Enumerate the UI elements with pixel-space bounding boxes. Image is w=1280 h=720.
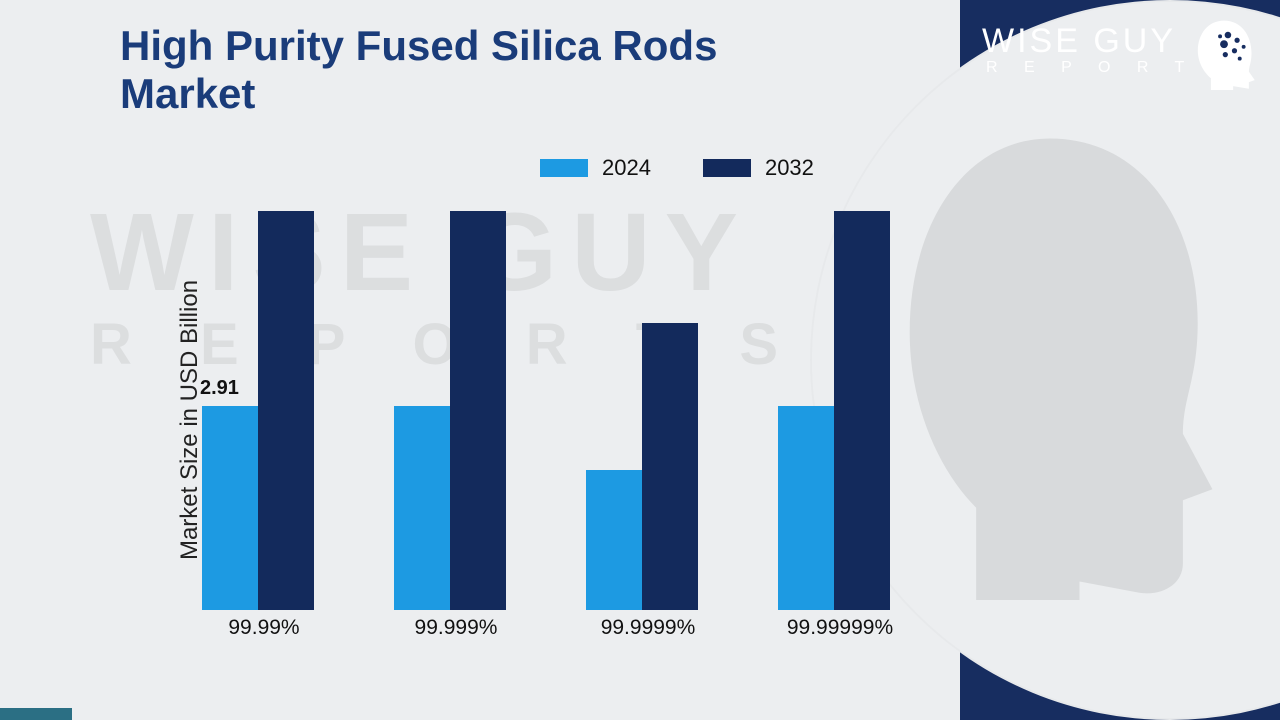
x-tick-label: 99.99999%: [750, 616, 930, 640]
bar: [834, 211, 890, 610]
legend-label-2032: 2032: [765, 155, 814, 181]
x-tick-label: 99.999%: [366, 616, 546, 640]
bar: [642, 323, 698, 610]
footer-accent-bar: [0, 708, 72, 720]
watermark-head-icon: [860, 120, 1240, 600]
bar-chart: Market Size in USD Billion 99.99%99.999%…: [110, 190, 910, 650]
bar: [258, 211, 314, 610]
chart-title: High Purity Fused Silica Rods Market: [120, 22, 770, 119]
legend-label-2024: 2024: [602, 155, 651, 181]
bar: [778, 406, 834, 610]
legend-item-2032: 2032: [703, 155, 814, 181]
logo-head-icon: [1190, 18, 1258, 90]
x-tick-label: 99.9999%: [558, 616, 738, 640]
bar: [586, 470, 642, 610]
legend-item-2024: 2024: [540, 155, 651, 181]
chart-canvas: WISE GUY R E P O R T S High Purity Fused…: [0, 0, 1280, 720]
legend-swatch-2032: [703, 159, 751, 177]
bar: [394, 406, 450, 610]
plot-area: 99.99%99.999%99.9999%99.99999%2.91: [130, 190, 910, 610]
x-tick-label: 99.99%: [174, 616, 354, 640]
chart-legend: 2024 2032: [540, 155, 814, 181]
bar: [450, 211, 506, 610]
bar-value-label: 2.91: [200, 377, 239, 400]
legend-swatch-2024: [540, 159, 588, 177]
bar: [202, 406, 258, 610]
brand-logo: WISE GUY R E P O R T S: [982, 22, 1252, 102]
